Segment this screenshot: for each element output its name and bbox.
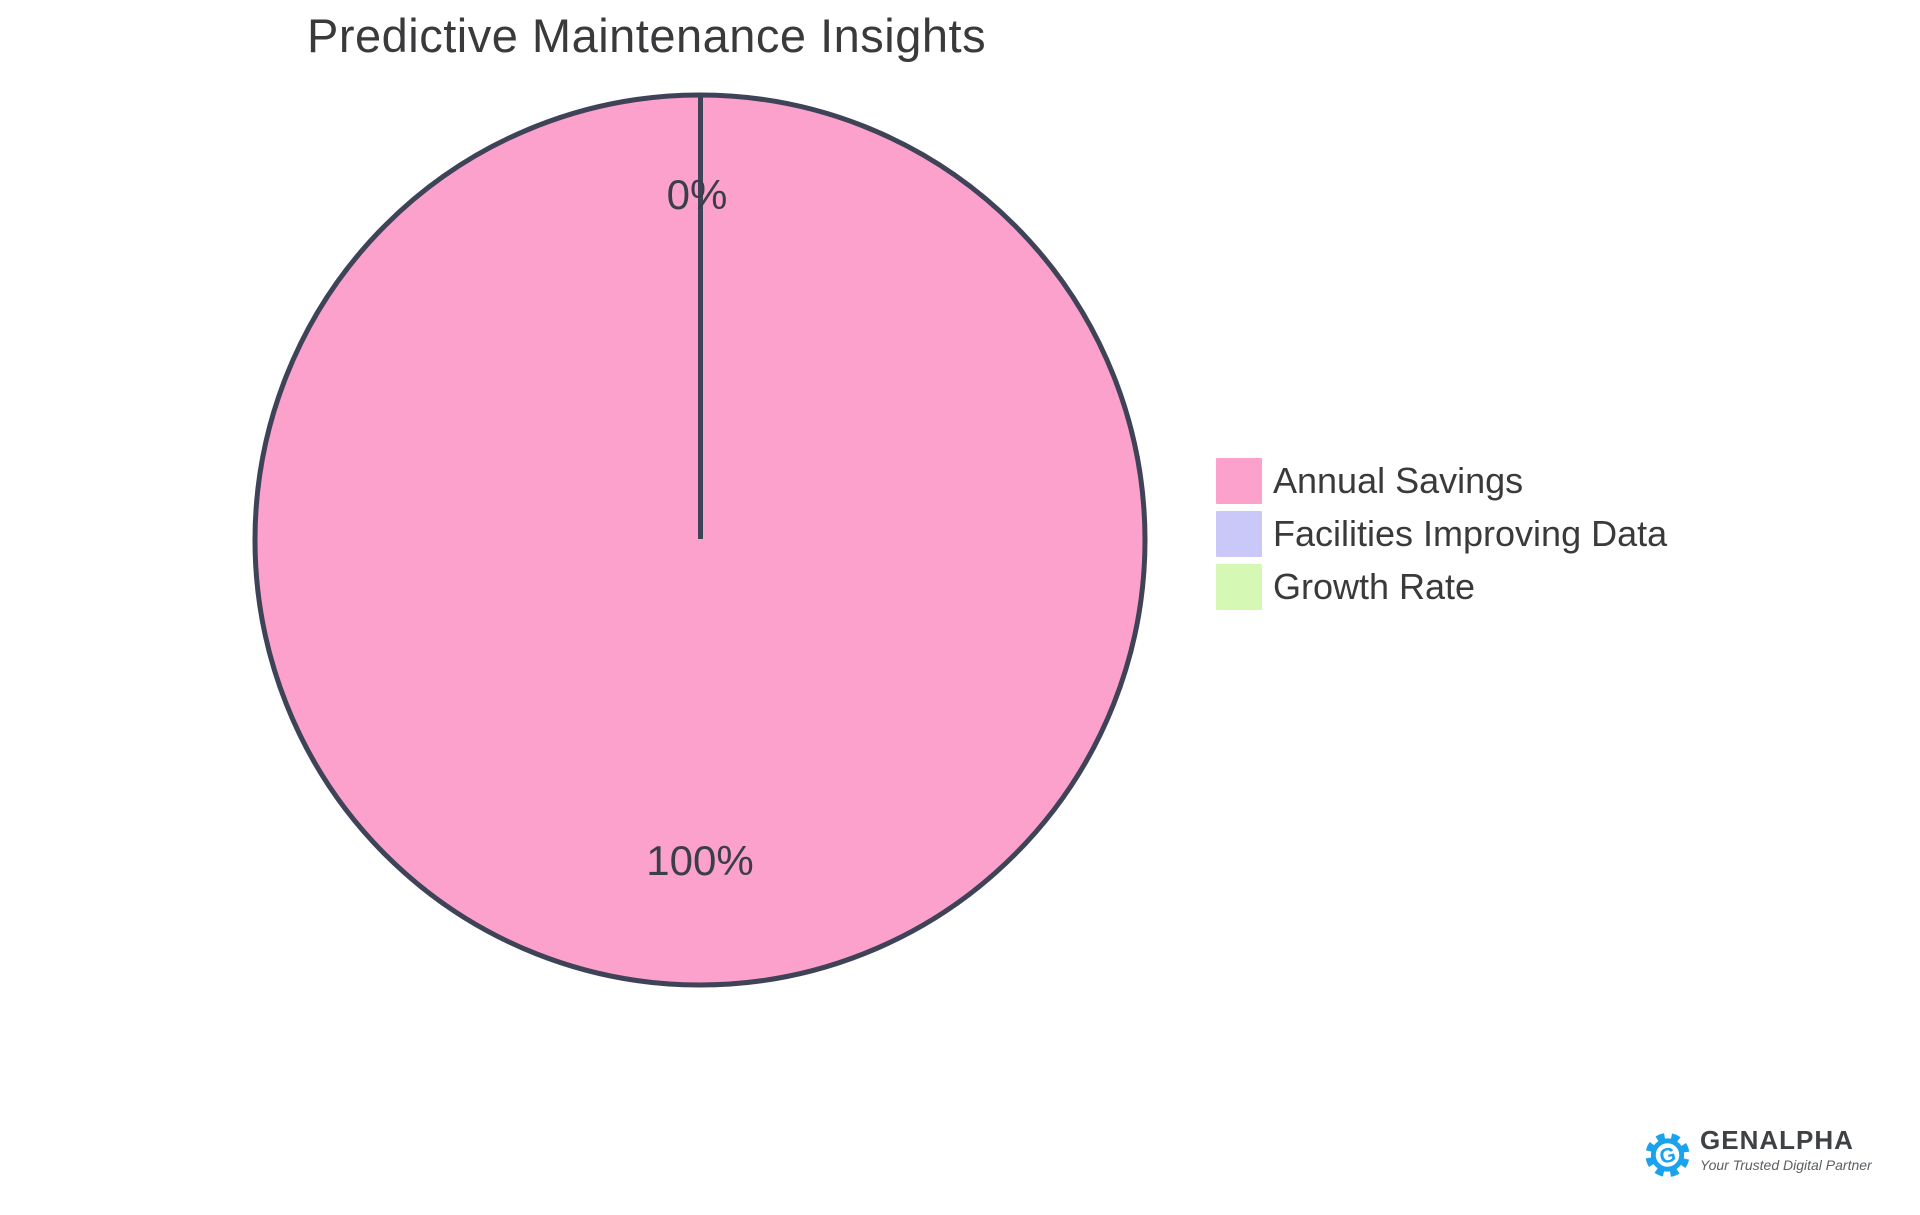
slice-label-zero-percent: 0% xyxy=(667,171,728,218)
brand-logo: G GENALPHA Your Trusted Digital Partner xyxy=(1644,1125,1872,1180)
slice-label-hundred-percent: 100% xyxy=(646,837,753,884)
legend-swatch-growth-rate xyxy=(1216,564,1262,610)
legend-item-annual-savings[interactable]: Annual Savings xyxy=(1216,458,1667,504)
svg-text:G: G xyxy=(1657,1143,1677,1169)
legend-item-facilities-improving-data[interactable]: Facilities Improving Data xyxy=(1216,511,1667,557)
legend-label: Growth Rate xyxy=(1273,566,1476,607)
chart-title: Predictive Maintenance Insights xyxy=(307,9,987,62)
legend: Annual Savings Facilities Improving Data… xyxy=(1216,458,1667,617)
legend-label: Facilities Improving Data xyxy=(1273,513,1668,554)
legend-swatch-facilities-improving-data xyxy=(1216,511,1262,557)
logo-text-block: GENALPHA Your Trusted Digital Partner xyxy=(1700,1125,1872,1173)
legend-label: Annual Savings xyxy=(1273,460,1524,501)
legend-swatch-annual-savings xyxy=(1216,458,1262,504)
logo-tagline: Your Trusted Digital Partner xyxy=(1700,1156,1872,1173)
legend-item-growth-rate[interactable]: Growth Rate xyxy=(1216,564,1667,610)
gear-icon: G xyxy=(1645,1132,1690,1178)
logo-name: GENALPHA xyxy=(1700,1125,1854,1155)
